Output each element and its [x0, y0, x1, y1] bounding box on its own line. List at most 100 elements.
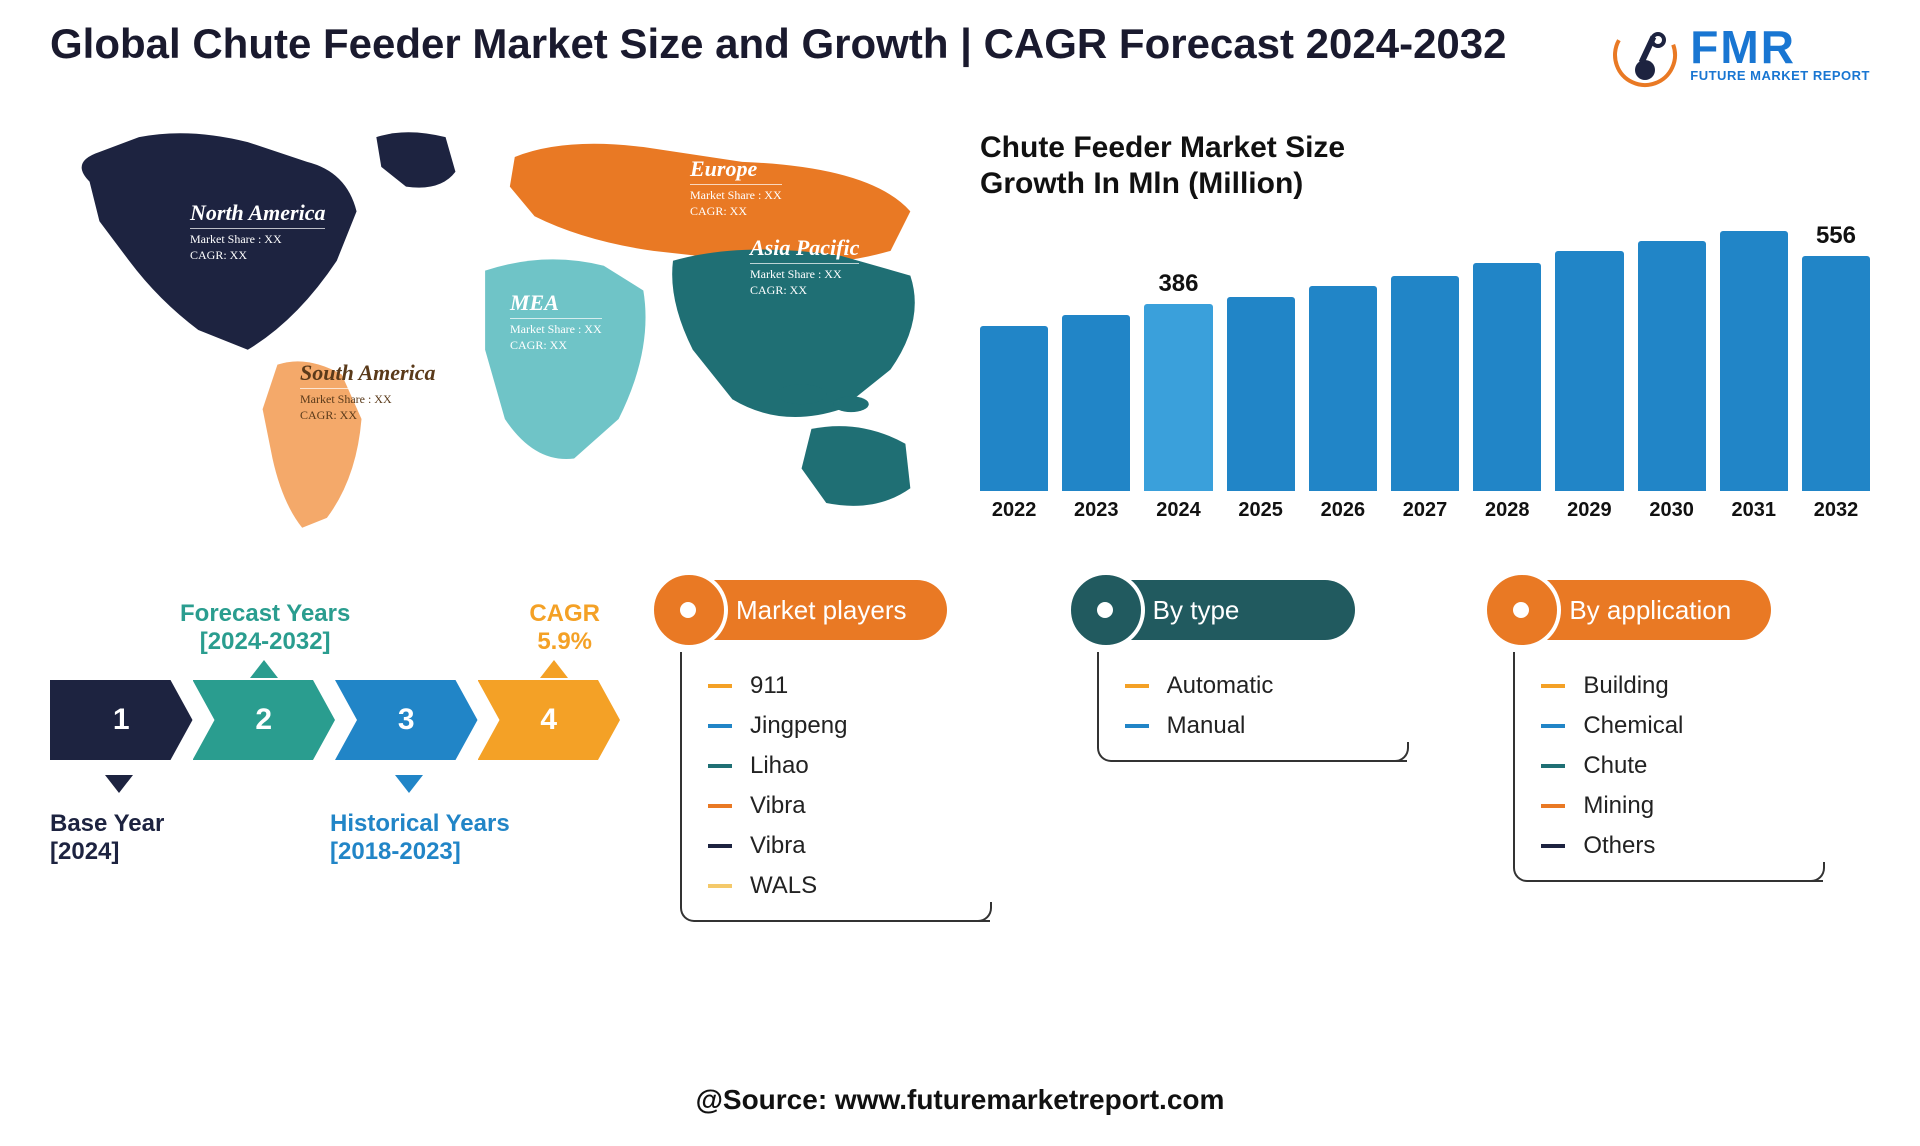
bar-year-label: 2026 [1321, 499, 1366, 522]
category-pill: By type [1075, 580, 1355, 640]
label-north-america: North America Market Share : XX CAGR: XX [190, 200, 325, 263]
tick-icon [1541, 764, 1565, 768]
pill-title: Market players [736, 595, 907, 626]
bar: 2027 [1391, 222, 1459, 522]
list-item-label: Manual [1167, 712, 1246, 740]
bar-rect [1638, 241, 1706, 491]
bar: 2028 [1473, 222, 1541, 522]
list-item-label: Jingpeng [750, 712, 847, 740]
source-attribution: @Source: www.futuremarketreport.com [696, 1084, 1225, 1116]
bracket-list: 911 Jingpeng Lihao Vibra Vibra WALS [680, 652, 990, 922]
bar: 2029 [1555, 222, 1623, 522]
label-south-america: South America Market Share : XX CAGR: XX [300, 360, 436, 423]
bar-value-label: 386 [1158, 270, 1198, 298]
label-cagr: CAGR 5.9% [529, 600, 600, 656]
list-item: Vibra [708, 786, 990, 826]
tick-icon [708, 844, 732, 848]
bar-year-label: 2028 [1485, 499, 1530, 522]
tick-icon [1125, 684, 1149, 688]
timeline-segment: 4 [478, 680, 621, 760]
label-historical-years: Historical Years [2018-2023] [330, 810, 510, 866]
bar: 556 2032 [1802, 222, 1870, 522]
bar-year-label: 2022 [992, 499, 1037, 522]
bar-chart: Chute Feeder Market Size Growth In Mln (… [980, 120, 1870, 540]
bar-year-label: 2024 [1156, 499, 1201, 522]
info-box: By type Automatic Manual [1067, 580, 1454, 922]
tick-icon [1541, 844, 1565, 848]
logo-text: FMR FUTURE MARKET REPORT [1690, 27, 1870, 83]
bar-year-label: 2032 [1814, 499, 1859, 522]
bar-year-label: 2030 [1649, 499, 1694, 522]
bar-year-label: 2025 [1238, 499, 1283, 522]
bar-value-label: 556 [1816, 222, 1856, 250]
triangle-icon [105, 775, 133, 793]
timeline: Forecast Years [2024-2032] CAGR 5.9% Bas… [50, 580, 620, 760]
label-base-year: Base Year [2024] [50, 810, 164, 866]
region-island [777, 384, 826, 404]
bracket-list: Automatic Manual [1097, 652, 1407, 762]
bar-rect [980, 326, 1048, 491]
info-box: Market players 911 Jingpeng Lihao Vibra Vibra… [650, 580, 1037, 922]
logo-sub: FUTURE MARKET REPORT [1690, 68, 1870, 83]
list-item: Lihao [708, 746, 990, 786]
tick-icon [708, 684, 732, 688]
pill-dot-icon [1513, 602, 1529, 618]
tick-icon [708, 764, 732, 768]
label-forecast-years: Forecast Years [2024-2032] [180, 600, 350, 656]
timeline-segment: 2 [193, 680, 336, 760]
world-map: North America Market Share : XX CAGR: XX… [50, 120, 940, 540]
list-item-label: Chemical [1583, 712, 1683, 740]
bar: 386 2024 [1144, 222, 1212, 522]
bar-rect [1144, 304, 1212, 491]
tick-icon [1541, 684, 1565, 688]
bar-rect [1802, 256, 1870, 491]
tick-icon [708, 804, 732, 808]
list-item: WALS [708, 866, 990, 906]
chart-title: Chute Feeder Market Size Growth In Mln (… [980, 130, 1380, 202]
bar-rect [1555, 251, 1623, 491]
logo-block: FMR FUTURE MARKET REPORT [1610, 20, 1870, 90]
region-island [833, 396, 869, 412]
category-pill: By application [1491, 580, 1771, 640]
triangle-icon [395, 775, 423, 793]
bar: 2031 [1720, 222, 1788, 522]
bars-container: 2022 2023 386 2024 2025 2026 2027 2028 2029 2030 2… [980, 222, 1870, 532]
logo-main: FMR [1690, 27, 1870, 68]
lower-section: Forecast Years [2024-2032] CAGR 5.9% Bas… [50, 580, 1870, 922]
bar-year-label: 2027 [1403, 499, 1448, 522]
list-item: Jingpeng [708, 706, 990, 746]
timeline-arrows: 1234 [50, 680, 620, 760]
list-item-label: Building [1583, 672, 1668, 700]
bar-rect [1391, 276, 1459, 491]
bar: 2022 [980, 222, 1048, 522]
tick-icon [708, 884, 732, 888]
page-title: Global Chute Feeder Market Size and Grow… [50, 20, 1507, 68]
pill-dot-icon [1097, 602, 1113, 618]
tick-icon [708, 724, 732, 728]
region-greenland [376, 132, 455, 187]
bar-year-label: 2023 [1074, 499, 1119, 522]
timeline-segment: 3 [335, 680, 478, 760]
list-item-label: Vibra [750, 792, 806, 820]
list-item-label: Automatic [1167, 672, 1274, 700]
list-item: Building [1541, 666, 1823, 706]
bar: 2023 [1062, 222, 1130, 522]
list-item: Mining [1541, 786, 1823, 826]
label-asia-pacific: Asia Pacific Market Share : XX CAGR: XX [750, 235, 859, 298]
pill-title: By type [1153, 595, 1240, 626]
list-item: Chemical [1541, 706, 1823, 746]
label-europe: Europe Market Share : XX CAGR: XX [690, 156, 782, 219]
list-item: Manual [1125, 706, 1407, 746]
triangle-icon [540, 660, 568, 678]
tick-icon [1125, 724, 1149, 728]
bar-rect [1227, 297, 1295, 491]
list-item-label: Lihao [750, 752, 809, 780]
bar: 2030 [1638, 222, 1706, 522]
list-item-label: WALS [750, 872, 817, 900]
list-item: 911 [708, 666, 990, 706]
header: Global Chute Feeder Market Size and Grow… [50, 20, 1870, 90]
list-item-label: Vibra [750, 832, 806, 860]
bar: 2026 [1309, 222, 1377, 522]
label-mea: MEA Market Share : XX CAGR: XX [510, 290, 602, 353]
list-item: Others [1541, 826, 1823, 866]
